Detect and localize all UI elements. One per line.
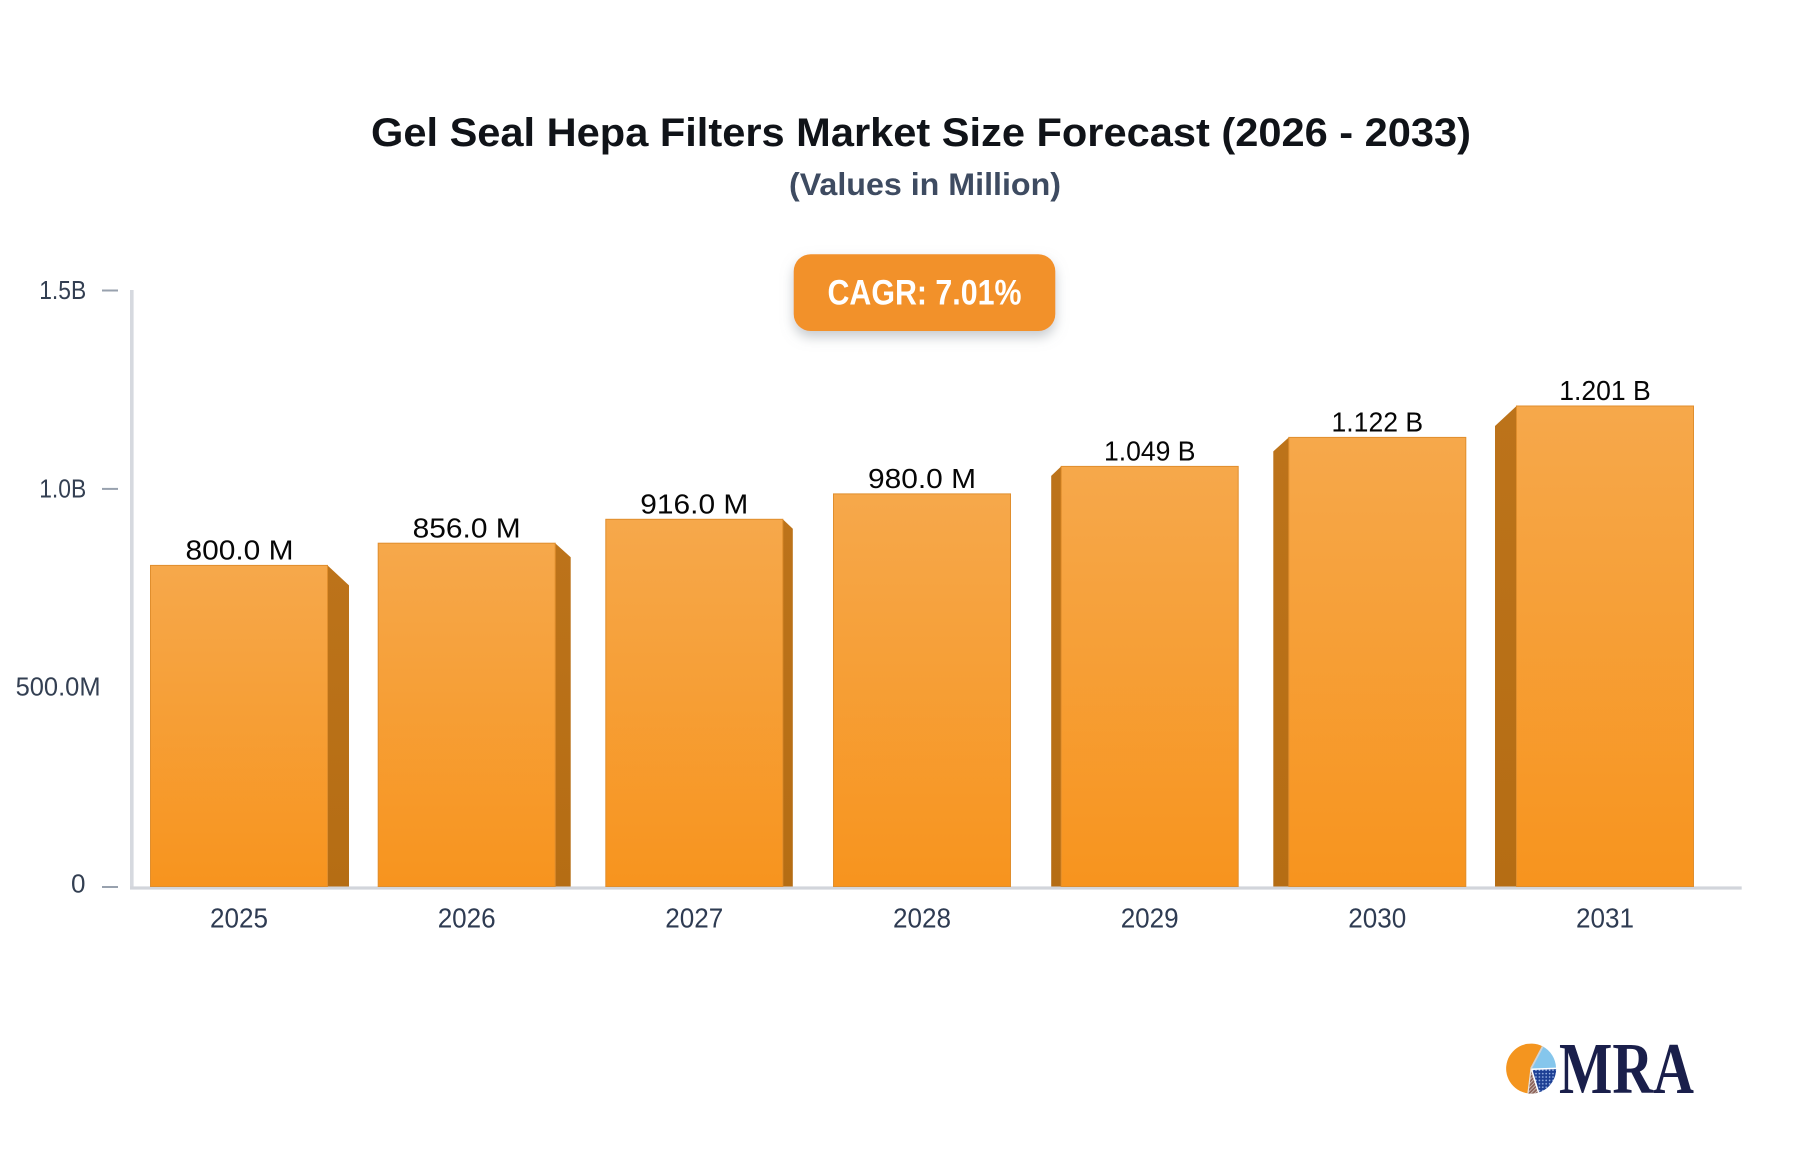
svg-text:2031: 2031 xyxy=(1576,903,1634,934)
svg-text:2028: 2028 xyxy=(893,903,951,934)
svg-text:500.0M: 500.0M xyxy=(16,672,101,702)
svg-text:856.0 M: 856.0 M xyxy=(413,512,521,543)
svg-text:1.049 B: 1.049 B xyxy=(1104,436,1196,467)
svg-text:980.0 M: 980.0 M xyxy=(868,463,976,494)
svg-text:(Values in Million): (Values in Million) xyxy=(789,166,1061,202)
svg-text:2026: 2026 xyxy=(438,903,496,934)
svg-text:Gel Seal Hepa Filters Market S: Gel Seal Hepa Filters Market Size Foreca… xyxy=(371,111,1471,155)
svg-text:MRA: MRA xyxy=(1559,1028,1694,1109)
svg-text:2030: 2030 xyxy=(1348,903,1406,934)
svg-text:CAGR: 7.01%: CAGR: 7.01% xyxy=(828,274,1022,313)
svg-text:2029: 2029 xyxy=(1121,903,1179,934)
svg-text:1.201 B: 1.201 B xyxy=(1559,375,1651,406)
svg-text:2027: 2027 xyxy=(665,903,723,934)
svg-text:1.122 B: 1.122 B xyxy=(1332,407,1424,438)
svg-text:916.0 M: 916.0 M xyxy=(640,488,748,519)
svg-text:1.5B: 1.5B xyxy=(39,275,86,305)
svg-text:2025: 2025 xyxy=(210,903,268,934)
svg-text:1.0B: 1.0B xyxy=(39,473,86,503)
svg-text:0: 0 xyxy=(71,869,85,899)
svg-text:800.0 M: 800.0 M xyxy=(186,535,294,566)
